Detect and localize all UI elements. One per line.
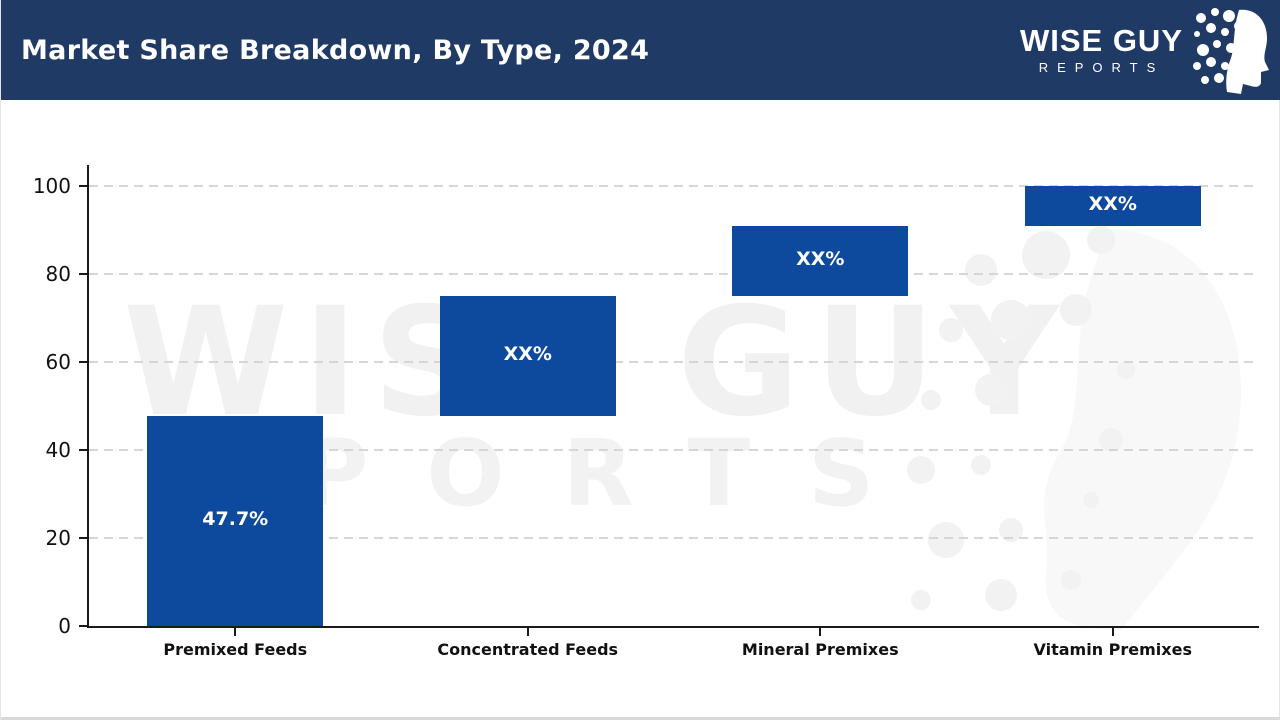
bar-segment: XX%: [732, 225, 909, 296]
x-category-label: Premixed Feeds: [163, 640, 308, 659]
y-tick-mark: [79, 273, 89, 275]
bar-value-label: XX%: [503, 343, 552, 366]
x-tick-mark: [1111, 628, 1114, 636]
x-tick-mark: [526, 628, 529, 636]
bottom-border: [1, 717, 1280, 720]
x-category-label: Mineral Premixes: [741, 640, 899, 659]
logo-reports-text: REPORTS: [1038, 60, 1165, 75]
x-category-label: Vitamin Premixes: [1033, 640, 1192, 659]
y-tick-mark: [79, 361, 89, 363]
y-gridline: [89, 361, 1259, 363]
y-tick-mark: [79, 449, 89, 451]
bar-segment: XX%: [439, 296, 616, 417]
bar-value-label: XX%: [796, 247, 845, 270]
x-category-label: Concentrated Feeds: [437, 640, 619, 659]
page-title: Market Share Breakdown, By Type, 2024: [21, 34, 650, 66]
y-gridline: [89, 537, 1259, 539]
y-gridline: [89, 185, 1259, 187]
y-axis-line: [87, 165, 89, 628]
y-tick-label: 80: [45, 262, 71, 286]
x-tick-mark: [234, 628, 237, 636]
y-tick-label: 20: [45, 526, 71, 550]
y-tick-mark: [79, 625, 89, 627]
y-tick-label: 100: [32, 174, 71, 198]
bar-value-label: XX%: [1088, 192, 1137, 215]
y-tick-label: 40: [45, 438, 71, 462]
logo-wiseguy-text: WISE GUY: [1019, 23, 1183, 58]
y-gridline: [89, 273, 1259, 275]
bar-segment: XX%: [1024, 186, 1201, 226]
logo-text: WISE GUY REPORTS: [1019, 23, 1183, 76]
logo-face-icon: [1193, 8, 1269, 95]
header: Market Share Breakdown, By Type, 2024 WI…: [1, 0, 1280, 100]
y-tick-mark: [79, 537, 89, 539]
bar-value-label: 47.7%: [202, 508, 269, 531]
brand-logo: WISE GUY REPORTS: [1020, 0, 1273, 100]
y-tick-label: 0: [58, 614, 71, 638]
x-tick-mark: [819, 628, 822, 636]
y-tick-mark: [79, 185, 89, 187]
x-axis-line: [87, 626, 1259, 628]
y-tick-label: 60: [45, 350, 71, 374]
bar-segment: 47.7%: [147, 416, 324, 626]
y-gridline: [89, 449, 1259, 451]
